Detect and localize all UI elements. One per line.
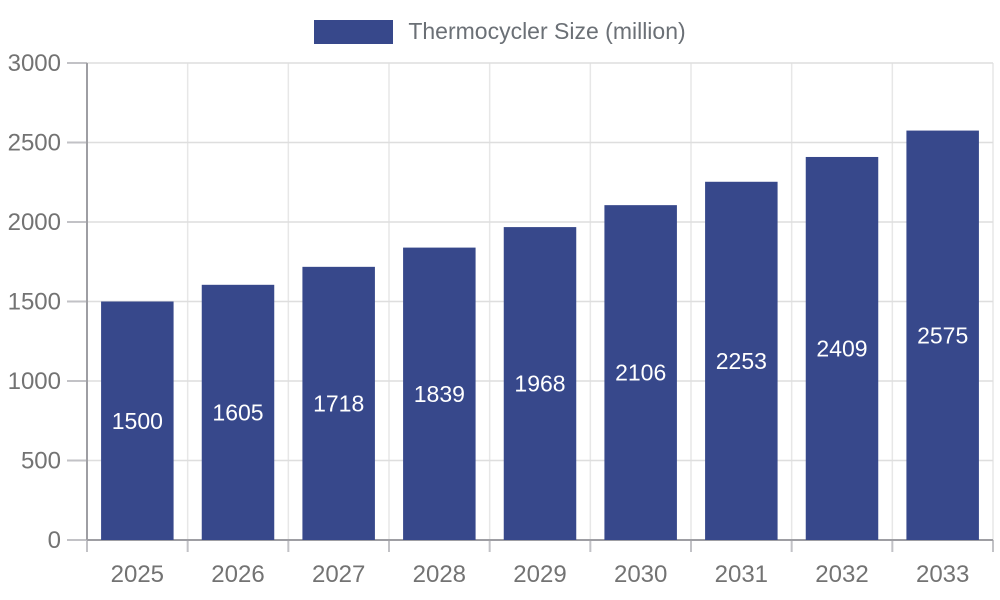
x-tick-label: 2027 [312, 561, 365, 588]
y-tick-label: 2500 [8, 130, 61, 157]
bar-value-label: 2575 [917, 322, 968, 348]
legend-swatch [314, 19, 394, 44]
bar[interactable] [101, 301, 174, 541]
bar[interactable] [906, 130, 979, 540]
y-tick-label: 0 [48, 527, 61, 554]
x-tick-label: 2032 [815, 561, 868, 588]
bar[interactable] [403, 247, 476, 540]
bar-value-label: 1605 [212, 399, 263, 425]
bar-value-label: 2106 [615, 360, 666, 386]
bar-value-label: 1500 [112, 408, 163, 434]
y-tick-label: 2000 [8, 209, 61, 236]
bar[interactable] [705, 181, 778, 540]
y-tick-label: 3000 [8, 50, 61, 77]
x-tick-label: 2030 [614, 561, 667, 588]
legend-label: Thermocycler Size (million) [408, 18, 686, 44]
bar-value-label: 1718 [313, 390, 364, 416]
bar-value-label: 2409 [816, 335, 867, 361]
x-tick-label: 2025 [111, 561, 164, 588]
y-tick-label: 1000 [8, 368, 61, 395]
bar[interactable] [805, 156, 879, 540]
x-tick-label: 2031 [715, 561, 768, 588]
bar-value-label: 2253 [716, 348, 767, 374]
legend[interactable]: Thermocycler Size (million) [0, 18, 1000, 45]
bar[interactable] [503, 227, 577, 540]
x-tick-label: 2026 [211, 561, 264, 588]
bar[interactable] [604, 205, 677, 540]
x-tick-label: 2033 [916, 561, 969, 588]
bar[interactable] [201, 284, 275, 540]
x-tick-label: 2029 [513, 561, 566, 588]
y-tick-label: 500 [21, 448, 61, 475]
bar-value-label: 1839 [414, 381, 465, 407]
y-tick-label: 1500 [8, 289, 61, 316]
bar-value-label: 1968 [514, 371, 565, 397]
bar[interactable] [302, 266, 375, 540]
x-tick-label: 2028 [413, 561, 466, 588]
